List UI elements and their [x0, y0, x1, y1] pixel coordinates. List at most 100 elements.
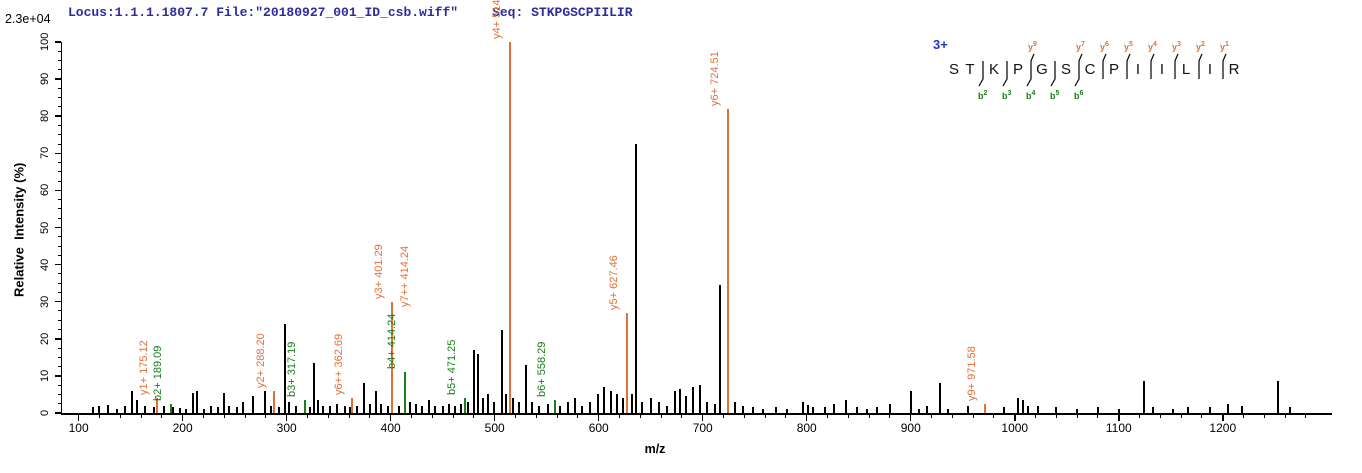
residue-letter: I: [1135, 61, 1141, 78]
spectrum-peak: [1289, 407, 1292, 413]
y-minor-tick: [57, 97, 61, 99]
x-axis: [60, 413, 1332, 415]
residue-letter: G: [1036, 61, 1048, 78]
cleavage-mark: y3: [1170, 41, 1181, 87]
spectrum-peak: [454, 405, 457, 413]
spectrum-peak: [482, 398, 485, 413]
spectrum-peak: [316, 400, 319, 413]
spectrum-peak: [698, 385, 701, 413]
x-minor-tick: [785, 414, 787, 418]
x-minor-tick: [1076, 414, 1078, 418]
cleavage-mark: y7 b6: [1074, 41, 1085, 101]
x-minor-tick: [119, 414, 121, 418]
annotated-peak: [508, 42, 511, 413]
spectrum-peak: [295, 405, 298, 413]
spectrum-peak: [524, 364, 527, 413]
spectrum-peak: [678, 388, 681, 413]
spectrum-peak: [811, 407, 814, 413]
spectrum-peak: [774, 407, 777, 413]
x-major-tick: [285, 414, 288, 421]
residue-letter: C: [1084, 61, 1096, 78]
spectrum-peak: [1171, 408, 1174, 413]
x-minor-tick: [1139, 414, 1141, 418]
x-minor-tick: [1201, 414, 1203, 418]
x-minor-tick: [514, 414, 516, 418]
x-minor-tick: [1284, 414, 1286, 418]
y-major-tick: [54, 300, 61, 303]
spectrum-peak: [203, 408, 206, 413]
spectrum-peak: [362, 383, 365, 413]
spectrum-peak: [616, 394, 619, 413]
y-ion-label: y5: [1124, 41, 1133, 52]
peak-label: b6+ 558.29: [536, 341, 549, 397]
spectrum-peak: [1016, 398, 1019, 413]
residue-letter: P: [1012, 61, 1023, 78]
y-minor-tick: [57, 180, 61, 182]
x-tick-label: 300: [276, 421, 297, 435]
spectrum-peak: [196, 390, 199, 413]
y-minor-tick: [57, 134, 61, 136]
spectrum-peak: [356, 405, 359, 413]
spectrum-peak: [512, 398, 515, 413]
x-minor-tick: [951, 414, 953, 418]
y-minor-tick: [57, 282, 61, 284]
y-major-tick: [54, 263, 61, 266]
x-tick-label: 200: [172, 421, 193, 435]
peak-label: y2+ 288.20: [255, 332, 268, 388]
spectrum-peak: [866, 409, 869, 413]
spectrum-peak: [492, 401, 495, 413]
y-major-tick: [54, 152, 61, 155]
spectrum-peak: [308, 407, 311, 413]
spectrum-peak: [217, 407, 220, 413]
annotated-peak: [626, 312, 629, 413]
cleavage-mark: y6: [1098, 41, 1109, 87]
y-minor-tick: [57, 356, 61, 358]
locus-file-text: Locus:1.1.1.1807.7 File:"20180927_001_ID…: [68, 5, 459, 20]
y-tick-label: 50: [39, 221, 51, 234]
annotated-peak: [463, 398, 466, 413]
y-ion-label: y2: [1196, 41, 1205, 52]
spectrum-peak: [178, 408, 181, 413]
spectrum-peak: [375, 390, 378, 413]
x-minor-tick: [452, 414, 454, 418]
spectrum-peak: [845, 400, 848, 413]
x-minor-tick: [202, 414, 204, 418]
seq-value: STKPGSCPIILIR: [531, 5, 633, 20]
spectrum-peak: [673, 390, 676, 413]
x-tick-label: 400: [380, 421, 401, 435]
spectrum-peak: [184, 409, 187, 413]
residue-letter: R: [1228, 61, 1240, 78]
annotated-peak: [391, 301, 394, 413]
spectrum-peak: [692, 387, 695, 413]
x-minor-tick: [1305, 414, 1307, 418]
spectrum-peak: [1055, 407, 1058, 413]
spectrum-peak: [409, 401, 412, 413]
y-minor-tick: [57, 60, 61, 62]
x-tick-label: 900: [900, 421, 921, 435]
spectrum-peak: [209, 405, 212, 413]
spectrum-peak: [517, 401, 520, 413]
y-minor-tick: [57, 199, 61, 201]
x-minor-tick: [1097, 414, 1099, 418]
spectrum-peak: [888, 403, 891, 413]
spectrum-peak: [573, 398, 576, 413]
x-minor-tick: [369, 414, 371, 418]
y-minor-tick: [57, 236, 61, 238]
spectrum-peak: [152, 407, 155, 413]
spectrum-peak: [909, 390, 912, 413]
peak-label: y7++ 414.24: [399, 246, 412, 308]
peak-label: b3+ 317.19: [285, 341, 298, 397]
residue-letter: I: [1159, 61, 1165, 78]
spectrum-peak: [602, 387, 605, 413]
x-major-tick: [389, 414, 392, 421]
spectrum-peak: [380, 403, 383, 413]
residue-letter: T: [965, 61, 975, 78]
spectrum-peak: [92, 407, 95, 413]
y-ion-label: y3: [1172, 41, 1181, 52]
x-minor-tick: [660, 414, 662, 418]
spectrum-peak: [1209, 407, 1212, 413]
x-minor-tick: [1159, 414, 1161, 418]
x-minor-tick: [847, 414, 849, 418]
annotated-peak: [350, 398, 353, 413]
